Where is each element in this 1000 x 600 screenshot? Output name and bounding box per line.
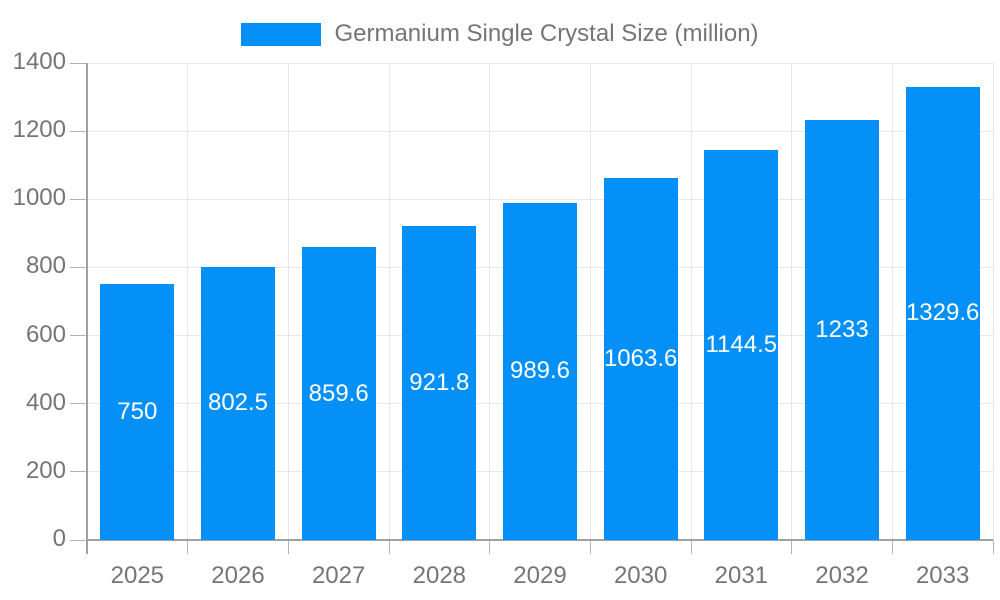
y-axis-tick xyxy=(70,471,87,473)
x-gridline xyxy=(187,63,189,540)
x-axis-tick xyxy=(187,540,189,554)
x-gridline xyxy=(589,63,591,540)
x-axis-tick-label: 2032 xyxy=(815,562,869,589)
x-axis-tick xyxy=(791,540,793,554)
bar-2031[interactable]: 1144.5 xyxy=(704,150,779,540)
bar-2033[interactable]: 1329.6 xyxy=(905,86,980,540)
y-axis-tick-label: 600 xyxy=(25,320,66,348)
x-gridline xyxy=(992,63,994,540)
x-axis-tick-label: 2031 xyxy=(714,562,769,589)
bar-2032[interactable]: 1233 xyxy=(805,119,879,540)
x-axis-tick xyxy=(489,540,491,554)
x-axis-line xyxy=(87,539,993,541)
y-axis-tick xyxy=(70,539,87,541)
bar-value-label: 1063.6 xyxy=(603,344,678,372)
bar-value-label: 859.6 xyxy=(308,379,369,407)
y-gridline xyxy=(87,130,993,132)
x-gridline xyxy=(489,63,491,540)
y-gridline xyxy=(87,198,993,200)
x-axis-tick-label: 2033 xyxy=(915,562,970,589)
bar-2028[interactable]: 921.8 xyxy=(402,225,477,540)
bar-2029[interactable]: 989.6 xyxy=(503,202,577,540)
x-gridline xyxy=(690,63,692,540)
bar-value-label: 921.8 xyxy=(409,368,470,396)
y-axis-tick-label: 1200 xyxy=(12,116,66,144)
x-axis-tick xyxy=(287,540,289,554)
x-axis-tick-label: 2026 xyxy=(211,562,265,589)
x-gridline xyxy=(791,63,793,540)
y-axis-tick xyxy=(70,335,87,337)
x-axis-tick xyxy=(891,540,893,554)
bar-value-label: 989.6 xyxy=(509,357,571,385)
x-axis-tick xyxy=(992,540,994,554)
bar-value-label: 1329.6 xyxy=(905,299,980,327)
y-axis-tick-label: 1000 xyxy=(12,184,66,212)
bar-2027[interactable]: 859.6 xyxy=(301,247,376,540)
y-gridline xyxy=(87,62,993,64)
legend-swatch-icon xyxy=(241,22,322,46)
y-axis-tick xyxy=(70,62,87,64)
bar-value-label: 1233 xyxy=(815,315,869,343)
legend-label: Germanium Single Crystal Size (million) xyxy=(334,20,759,47)
y-axis-tick xyxy=(70,198,87,200)
bar-2026[interactable]: 802.5 xyxy=(201,266,275,540)
x-axis-tick-label: 2025 xyxy=(110,562,165,589)
x-axis-tick-label: 2027 xyxy=(311,562,366,589)
x-axis-tick-label: 2030 xyxy=(613,562,668,589)
y-axis-tick xyxy=(70,266,87,268)
x-gridline xyxy=(388,63,390,540)
x-gridline xyxy=(891,63,893,540)
y-axis-line xyxy=(86,63,88,554)
y-axis-tick-label: 0 xyxy=(52,525,66,552)
legend-item[interactable]: Germanium Single Crystal Size (million) xyxy=(0,18,1000,50)
bar-value-label: 802.5 xyxy=(207,389,269,417)
y-axis-tick-label: 200 xyxy=(25,456,66,484)
x-axis-tick xyxy=(690,540,692,554)
bar-2025[interactable]: 750 xyxy=(100,284,175,540)
x-gridline xyxy=(287,63,289,540)
y-axis-tick xyxy=(70,403,87,405)
bar-value-label: 1144.5 xyxy=(705,331,778,359)
x-axis-tick xyxy=(388,540,390,554)
y-axis-tick-label: 800 xyxy=(25,252,66,280)
y-axis-tick-label: 400 xyxy=(25,388,66,416)
y-axis-tick xyxy=(70,130,87,132)
bar-value-label: 750 xyxy=(117,398,158,426)
x-axis-tick-label: 2029 xyxy=(513,562,567,589)
bar-2030[interactable]: 1063.6 xyxy=(603,177,678,540)
x-axis-tick-label: 2028 xyxy=(412,562,467,589)
y-axis-tick-label: 1400 xyxy=(12,48,66,75)
x-axis-tick xyxy=(589,540,591,554)
